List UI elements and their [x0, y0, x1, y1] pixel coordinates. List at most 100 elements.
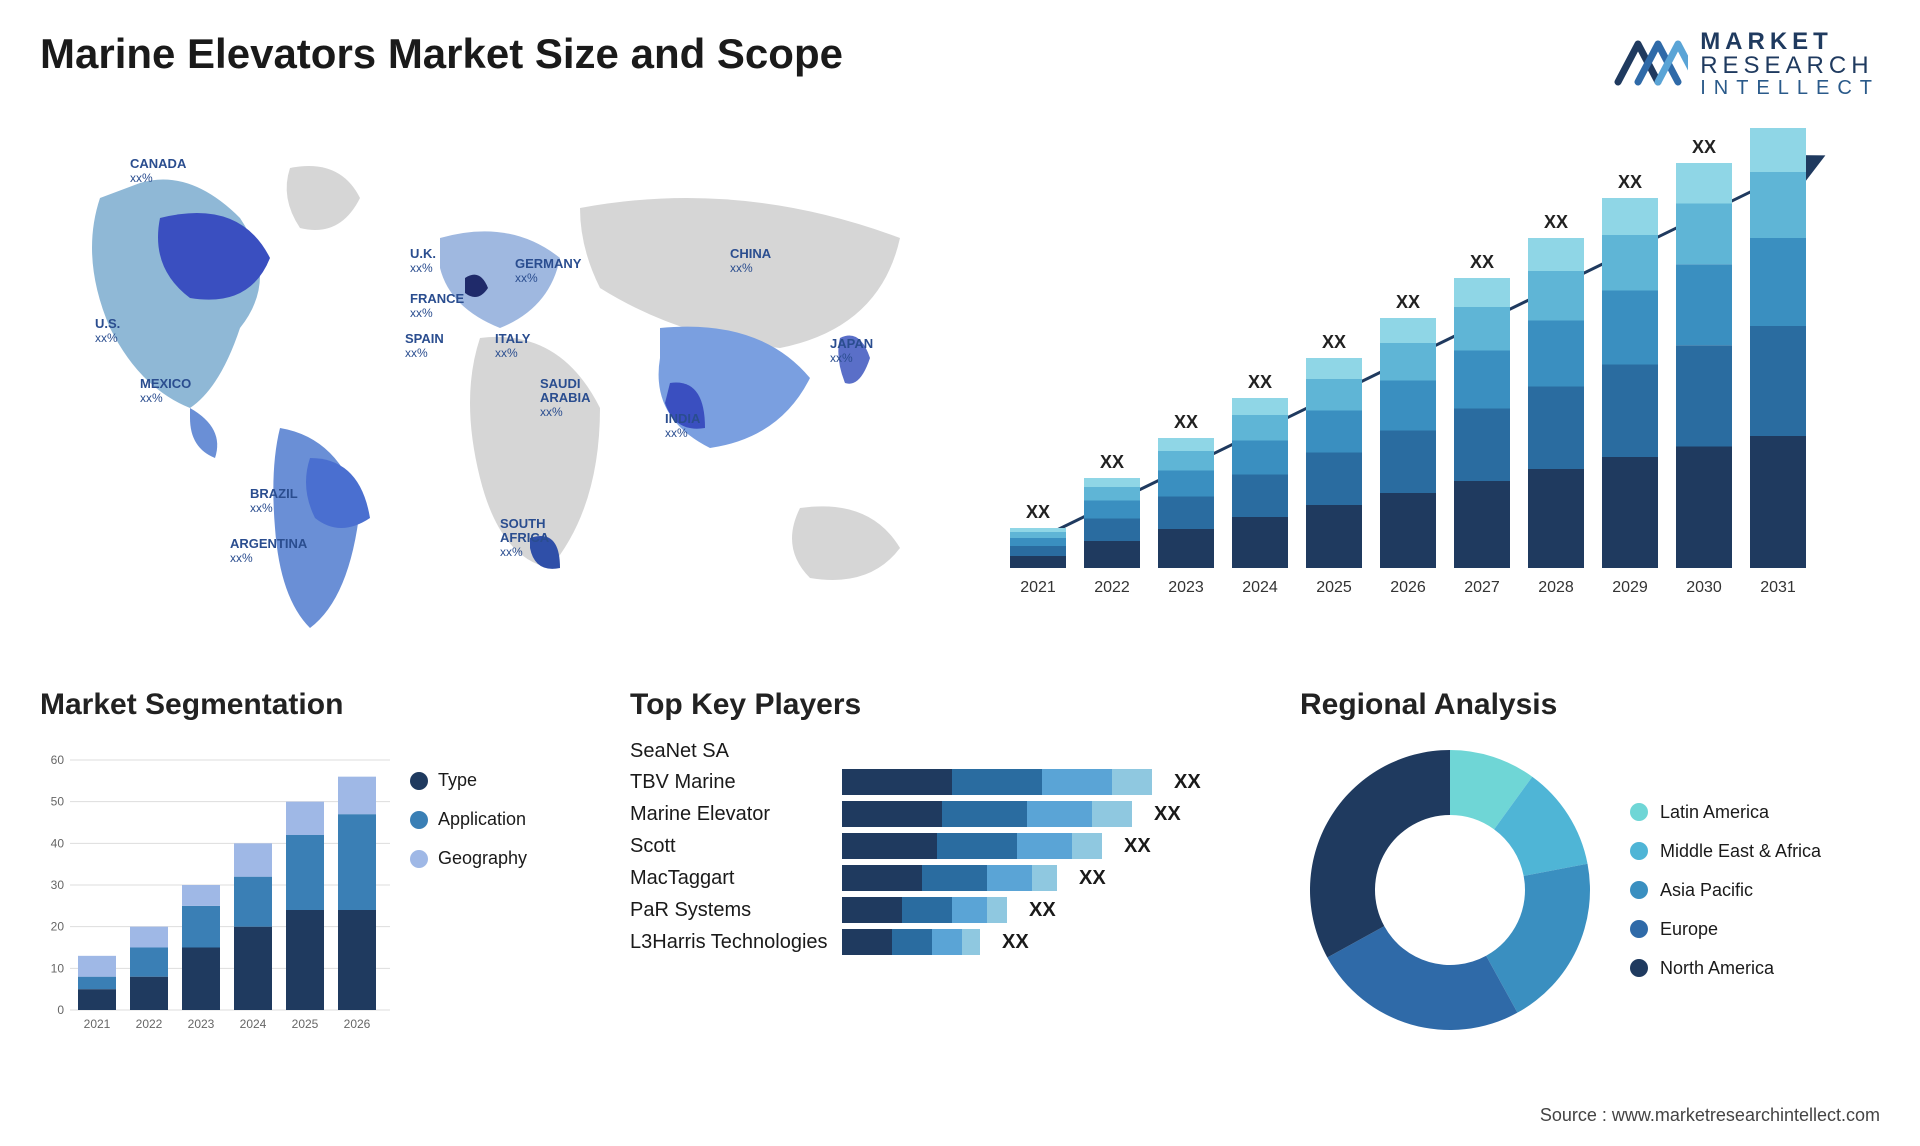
- main-growth-chart: XX2021XX2022XX2023XX2024XX2025XX2026XX20…: [990, 128, 1860, 648]
- svg-text:xx%: xx%: [830, 351, 853, 365]
- segmentation-legend-item: Geography: [410, 848, 527, 869]
- regional-legend-item: Asia Pacific: [1630, 880, 1821, 901]
- player-bar-segment: [842, 897, 902, 923]
- player-bar-segment: [1092, 801, 1132, 827]
- segmentation-title: Market Segmentation: [40, 688, 600, 722]
- player-bar-segment: [1032, 865, 1057, 891]
- player-bar-segment: [952, 769, 1042, 795]
- player-value: XX: [1174, 771, 1201, 794]
- legend-swatch: [410, 811, 428, 829]
- logo-line2: RESEARCH: [1700, 54, 1880, 78]
- legend-swatch: [1630, 803, 1648, 821]
- player-bar-segment: [902, 897, 952, 923]
- segmentation-panel: Market Segmentation 01020304050602021202…: [40, 688, 600, 1050]
- svg-text:2023: 2023: [188, 1017, 215, 1031]
- player-bar: [842, 897, 1007, 923]
- legend-label: Latin America: [1660, 802, 1769, 823]
- svg-text:2025: 2025: [292, 1017, 319, 1031]
- svg-text:2026: 2026: [344, 1017, 371, 1031]
- logo-line3: INTELLECT: [1700, 78, 1880, 98]
- svg-text:xx%: xx%: [410, 306, 433, 320]
- player-row: L3Harris Technologies XX: [630, 929, 1270, 955]
- player-bar-segment: [952, 897, 987, 923]
- svg-text:xx%: xx%: [95, 331, 118, 345]
- regional-legend-item: Europe: [1630, 919, 1821, 940]
- player-name: SeaNet SA: [630, 740, 830, 763]
- player-bar-segment: [942, 801, 1027, 827]
- player-bar: [842, 929, 980, 955]
- player-row: SeaNet SA: [630, 740, 1270, 763]
- svg-text:FRANCE: FRANCE: [410, 291, 464, 306]
- player-bar-segment: [932, 929, 962, 955]
- svg-text:XX: XX: [1692, 137, 1716, 157]
- svg-text:JAPAN: JAPAN: [830, 336, 873, 351]
- svg-text:20: 20: [51, 920, 65, 934]
- legend-label: Type: [438, 770, 477, 791]
- svg-text:60: 60: [51, 753, 65, 767]
- svg-text:SAUDI: SAUDI: [540, 376, 580, 391]
- page-title: Marine Elevators Market Size and Scope: [40, 30, 843, 78]
- svg-text:2024: 2024: [240, 1017, 267, 1031]
- svg-text:CHINA: CHINA: [730, 246, 772, 261]
- world-map: CANADAxx%U.S.xx%MEXICOxx%BRAZILxx%ARGENT…: [40, 128, 950, 648]
- player-row: TBV MarineXX: [630, 769, 1270, 795]
- player-row: Marine ElevatorXX: [630, 801, 1270, 827]
- svg-text:xx%: xx%: [405, 346, 428, 360]
- player-name: Marine Elevator: [630, 803, 830, 826]
- svg-text:GERMANY: GERMANY: [515, 256, 582, 271]
- svg-text:xx%: xx%: [540, 405, 563, 419]
- brand-logo: MARKET RESEARCH INTELLECT: [1610, 30, 1880, 98]
- player-bar-segment: [1027, 801, 1092, 827]
- key-players-panel: Top Key Players SeaNet SATBV MarineXXMar…: [630, 688, 1270, 1050]
- svg-text:ARGENTINA: ARGENTINA: [230, 536, 308, 551]
- player-name: L3Harris Technologies: [630, 931, 830, 954]
- svg-text:XX: XX: [1618, 172, 1642, 192]
- player-row: MacTaggartXX: [630, 865, 1270, 891]
- svg-text:XX: XX: [1174, 412, 1198, 432]
- player-value: XX: [1079, 867, 1106, 890]
- svg-text:2028: 2028: [1538, 579, 1574, 596]
- player-value: XX: [1124, 835, 1151, 858]
- player-row: PaR Systems XX: [630, 897, 1270, 923]
- svg-text:xx%: xx%: [250, 501, 273, 515]
- svg-text:XX: XX: [1544, 212, 1568, 232]
- logo-chevron-icon: [1610, 34, 1688, 94]
- legend-label: North America: [1660, 958, 1774, 979]
- player-name: PaR Systems: [630, 899, 830, 922]
- player-bar: [842, 865, 1057, 891]
- svg-text:2025: 2025: [1316, 579, 1352, 596]
- legend-swatch: [410, 850, 428, 868]
- player-name: Scott: [630, 835, 830, 858]
- legend-swatch: [1630, 920, 1648, 938]
- svg-text:50: 50: [51, 795, 65, 809]
- svg-text:XX: XX: [1322, 332, 1346, 352]
- player-bar-segment: [842, 833, 937, 859]
- player-value: XX: [1029, 899, 1056, 922]
- svg-text:XX: XX: [1100, 452, 1124, 472]
- player-bar-segment: [922, 865, 987, 891]
- player-bar-segment: [842, 769, 952, 795]
- player-row: Scott XX: [630, 833, 1270, 859]
- svg-text:XX: XX: [1248, 372, 1272, 392]
- player-bar-segment: [842, 929, 892, 955]
- player-bar-segment: [987, 865, 1032, 891]
- player-value: XX: [1002, 931, 1029, 954]
- svg-text:xx%: xx%: [140, 391, 163, 405]
- svg-text:MEXICO: MEXICO: [140, 376, 191, 391]
- player-bar-segment: [962, 929, 980, 955]
- player-bar-segment: [892, 929, 932, 955]
- legend-swatch: [410, 772, 428, 790]
- player-bar-segment: [987, 897, 1007, 923]
- svg-text:U.K.: U.K.: [410, 246, 436, 261]
- svg-text:2021: 2021: [84, 1017, 111, 1031]
- svg-text:xx%: xx%: [230, 551, 253, 565]
- svg-text:INDIA: INDIA: [665, 411, 701, 426]
- svg-text:2031: 2031: [1760, 579, 1796, 596]
- regional-panel: Regional Analysis Latin AmericaMiddle Ea…: [1300, 688, 1900, 1050]
- player-bar-segment: [1042, 769, 1112, 795]
- svg-text:2021: 2021: [1020, 579, 1056, 596]
- legend-swatch: [1630, 881, 1648, 899]
- svg-text:10: 10: [51, 961, 65, 975]
- svg-text:30: 30: [51, 878, 65, 892]
- legend-label: Geography: [438, 848, 527, 869]
